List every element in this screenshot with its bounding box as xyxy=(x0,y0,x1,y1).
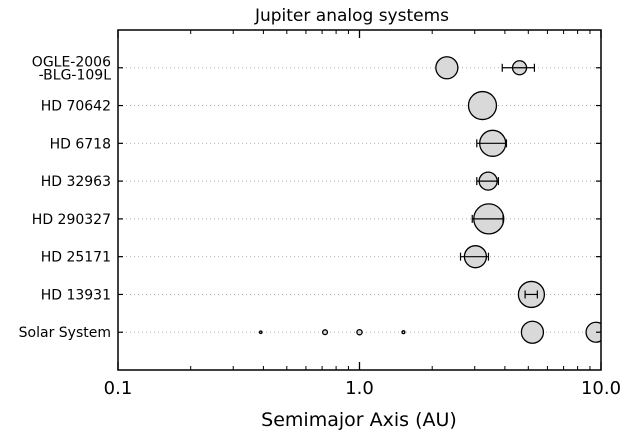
x-tick-label: 10.0 xyxy=(581,378,621,399)
x-axis-title: Semimajor Axis (AU) xyxy=(261,409,457,431)
row-label: HD 6718 xyxy=(50,136,111,152)
plot-border xyxy=(117,29,602,371)
row-label: HD 290327 xyxy=(32,212,111,228)
y-axis-labels: OGLE-2006-BLG-109L HD 70642 HD 6718 HD 3296… xyxy=(19,54,112,341)
x-tick-label: 0.1 xyxy=(104,378,133,399)
data-point xyxy=(356,328,363,336)
x-tick-label: 1.0 xyxy=(345,378,374,399)
data-point xyxy=(520,320,545,344)
data-point xyxy=(467,90,498,121)
data-point xyxy=(258,330,263,335)
row-label: HD 70642 xyxy=(41,99,111,115)
gridlines xyxy=(118,67,601,333)
chart-title: Jupiter analog systems xyxy=(254,6,449,26)
data-point xyxy=(321,329,329,336)
data-point xyxy=(585,321,601,343)
data-points-layer xyxy=(258,56,601,344)
row-label: HD 13931 xyxy=(41,287,111,303)
x-axis-tick-labels: 0.1 1.0 10.0 xyxy=(104,378,621,399)
row-label: Solar System xyxy=(19,325,111,341)
axes xyxy=(117,29,602,371)
data-point xyxy=(401,330,406,335)
data-point xyxy=(435,56,459,80)
row-label: HD 25171 xyxy=(41,250,111,266)
row-label: HD 32963 xyxy=(41,174,111,190)
row-label: OGLE-2006 xyxy=(32,54,111,70)
row-label: -BLG-109L xyxy=(39,67,112,83)
